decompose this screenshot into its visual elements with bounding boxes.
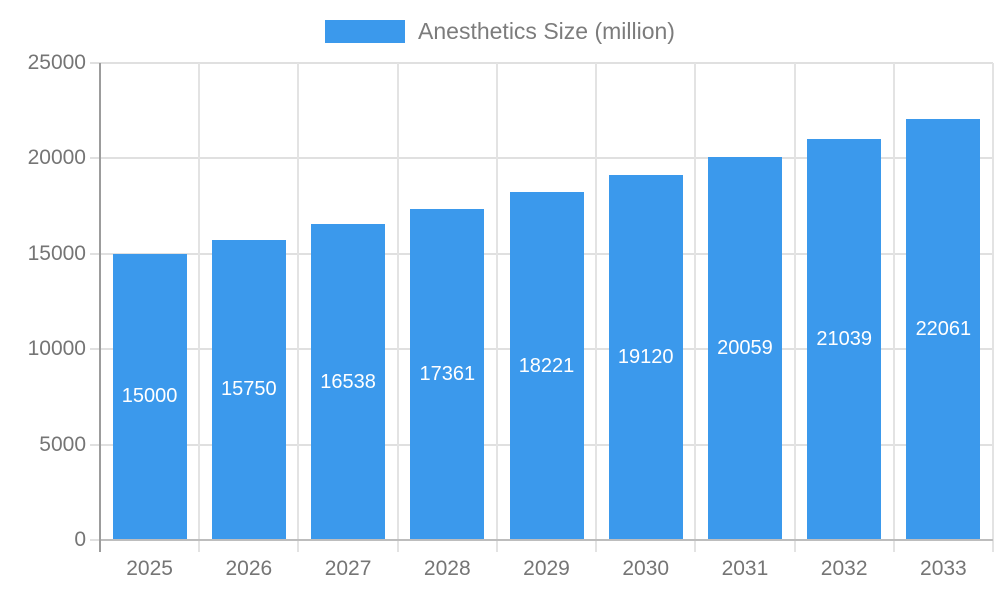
bar-value-label: 15750 [221, 378, 277, 401]
bar-value-label: 22061 [915, 318, 972, 341]
x-axis-baseline [100, 539, 993, 541]
x-tick-mark [595, 540, 598, 552]
legend-label: Anesthetics Size (million) [418, 18, 675, 44]
x-tick-mark [396, 540, 399, 552]
plot-area: 15000 15750 16538 17361 18221 19120 20059 21039… [90, 62, 994, 552]
x-axis-tick-label: 2026 [225, 557, 273, 580]
category-boundary-line [992, 63, 994, 540]
bar-value-label: 15000 [121, 385, 178, 408]
y-tick-mark [90, 348, 100, 351]
y-axis-tick-label: 15000 [27, 241, 86, 265]
x-tick-mark [892, 540, 895, 552]
x-tick-mark [495, 540, 498, 552]
x-axis-tick-label: 2030 [622, 557, 670, 580]
category-boundary-line [396, 63, 399, 540]
y-tick-mark [90, 62, 100, 64]
gridline [100, 157, 993, 160]
x-tick-mark [694, 540, 697, 552]
x-axis-tick-label: 2025 [126, 557, 173, 580]
x-tick-mark [198, 540, 201, 552]
y-tick-mark [90, 157, 100, 160]
category-boundary-line [892, 63, 895, 540]
legend: Anesthetics Size (million) [0, 18, 1000, 45]
category-boundary-line [198, 63, 201, 540]
legend-swatch [325, 20, 406, 43]
bar-value-label: 18221 [518, 354, 575, 377]
bar-value-label: 19120 [617, 346, 674, 369]
y-axis-tick-label: 10000 [27, 337, 86, 361]
x-axis-tick-label: 2028 [423, 557, 471, 580]
bar-value-label: 16538 [320, 370, 376, 393]
x-tick-mark [793, 540, 796, 552]
y-tick-mark [90, 252, 100, 255]
x-tick-mark [297, 540, 300, 552]
category-boundary-line [495, 63, 498, 540]
y-tick-mark [90, 443, 100, 446]
bar[interactable]: 22061 [906, 119, 981, 540]
y-tick-mark [90, 539, 100, 541]
bar[interactable]: 15000 [112, 253, 187, 540]
category-boundary-line [694, 63, 697, 540]
bar-value-label: 17361 [419, 362, 476, 385]
y-axis-tick-label: 0 [74, 528, 86, 551]
x-axis-tick-label: 2027 [324, 557, 372, 580]
bar-value-label: 20059 [717, 337, 773, 360]
bar[interactable]: 16538 [311, 224, 386, 540]
bar[interactable]: 17361 [410, 208, 485, 540]
category-boundary-line [793, 63, 796, 540]
x-tick-mark [992, 540, 994, 552]
x-axis-tick-label: 2029 [523, 557, 570, 580]
x-axis-labels: 2025 2026 2027 2028 2029 2030 2031 2032 2033 [100, 557, 993, 585]
bar[interactable]: 20059 [707, 157, 782, 540]
y-axis-tick-label: 20000 [27, 146, 86, 170]
y-axis-tick-label: 5000 [39, 432, 86, 456]
bar[interactable]: 18221 [509, 192, 584, 540]
y-axis-tick-label: 25000 [27, 51, 86, 74]
gridline [100, 62, 993, 64]
bar[interactable]: 15750 [211, 239, 286, 540]
bar[interactable]: 19120 [608, 175, 683, 540]
x-axis-tick-label: 2032 [820, 557, 868, 580]
x-axis-tick-label: 2033 [920, 557, 967, 580]
bar[interactable]: 21039 [807, 138, 882, 540]
y-axis-labels: 0 5000 10000 15000 20000 25000 [0, 51, 86, 551]
y-axis-line [99, 63, 101, 552]
category-boundary-line [595, 63, 598, 540]
category-boundary-line [297, 63, 300, 540]
x-axis-tick-label: 2031 [721, 557, 769, 580]
bar-value-label: 21039 [816, 327, 872, 350]
